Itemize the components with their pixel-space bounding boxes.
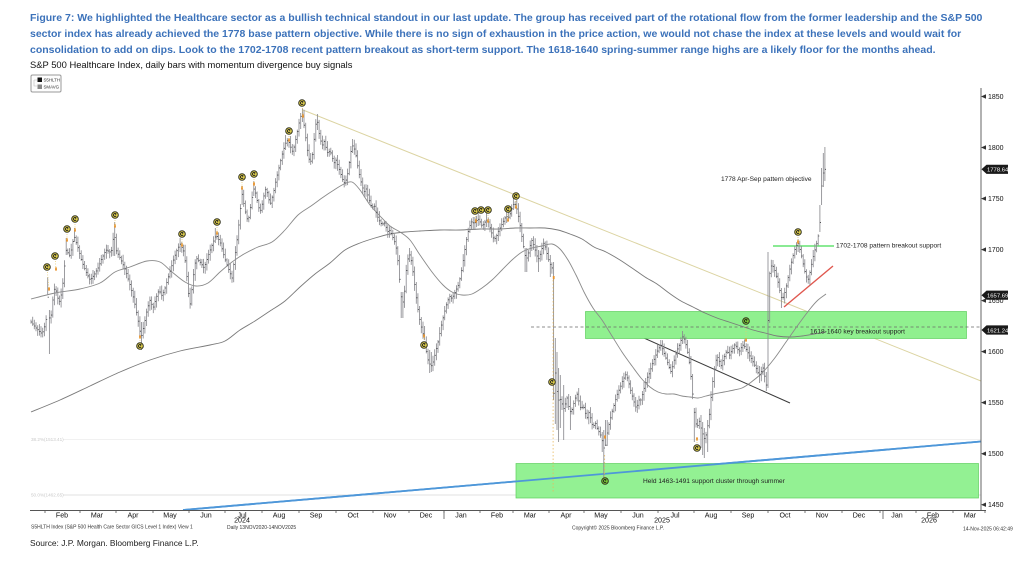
svg-text:Sep: Sep bbox=[310, 512, 323, 520]
svg-text:Feb: Feb bbox=[56, 512, 68, 520]
svg-text:Feb: Feb bbox=[491, 512, 503, 520]
svg-text:Aug: Aug bbox=[705, 512, 718, 520]
svg-text:Jun: Jun bbox=[200, 512, 211, 520]
svg-text:1450: 1450 bbox=[988, 502, 1004, 509]
svg-text:1550: 1550 bbox=[988, 400, 1004, 407]
svg-text:S5HLTH Index (S&P 500 Health C: S5HLTH Index (S&P 500 Health Care Sector… bbox=[31, 525, 193, 531]
svg-text:Copyright© 2025 Bloomberg Fina: Copyright© 2025 Bloomberg Finance L.P. bbox=[572, 525, 664, 532]
svg-text:Aug: Aug bbox=[273, 512, 286, 520]
svg-text:May: May bbox=[594, 512, 608, 520]
svg-text:Mar: Mar bbox=[964, 512, 977, 520]
svg-text:Nov: Nov bbox=[384, 512, 397, 520]
svg-text:1702-1708 pattern breakout sup: 1702-1708 pattern breakout support bbox=[836, 243, 941, 250]
svg-text:Jun: Jun bbox=[632, 512, 643, 520]
svg-text:Jul: Jul bbox=[670, 512, 679, 520]
svg-text:1600: 1600 bbox=[988, 349, 1004, 356]
svg-text:Nov: Nov bbox=[816, 512, 829, 520]
svg-text:Apr: Apr bbox=[560, 512, 572, 520]
svg-text:Oct: Oct bbox=[779, 512, 790, 520]
svg-text:Jan: Jan bbox=[455, 512, 466, 520]
svg-text:Feb: Feb bbox=[927, 512, 939, 520]
svg-text:SMAVG: SMAVG bbox=[44, 85, 60, 90]
svg-text:S5HLTH: S5HLTH bbox=[44, 78, 61, 83]
svg-text:Mar: Mar bbox=[524, 512, 537, 520]
svg-text:Sep: Sep bbox=[742, 512, 755, 520]
svg-text:1778 Apr-Sep pattern objective: 1778 Apr-Sep pattern objective bbox=[721, 176, 812, 183]
svg-text:1800: 1800 bbox=[988, 145, 1004, 152]
svg-text:2025: 2025 bbox=[654, 517, 670, 525]
svg-text:Apr: Apr bbox=[127, 512, 139, 520]
svg-text:1850: 1850 bbox=[988, 94, 1004, 101]
svg-text:1750: 1750 bbox=[988, 196, 1004, 203]
svg-text:1657.69: 1657.69 bbox=[987, 294, 1008, 300]
svg-text:Mar: Mar bbox=[91, 512, 104, 520]
svg-text:14-Nov-2025 06:42:49: 14-Nov-2025 06:42:49 bbox=[963, 527, 1013, 533]
svg-text:Jul: Jul bbox=[237, 512, 246, 520]
svg-text:2026: 2026 bbox=[921, 517, 937, 525]
svg-text:Held 1463-1491 support cluster: Held 1463-1491 support cluster through s… bbox=[643, 478, 786, 485]
svg-text:Dec: Dec bbox=[853, 512, 866, 520]
svg-text:2024: 2024 bbox=[234, 517, 250, 525]
svg-text:Dec: Dec bbox=[420, 512, 433, 520]
svg-text:Jan: Jan bbox=[891, 512, 902, 520]
svg-text:1621.24: 1621.24 bbox=[987, 328, 1009, 334]
svg-text:1778.64: 1778.64 bbox=[987, 168, 1009, 174]
svg-text:1650: 1650 bbox=[988, 298, 1004, 305]
svg-text:Daily 13NOV2020-14NOV2025: Daily 13NOV2020-14NOV2025 bbox=[227, 525, 296, 531]
svg-text:1700: 1700 bbox=[988, 247, 1004, 254]
svg-text:38.2%(1513.41): 38.2%(1513.41) bbox=[31, 437, 64, 442]
svg-text:1500: 1500 bbox=[988, 451, 1004, 458]
svg-text:1618-1640 key breakout support: 1618-1640 key breakout support bbox=[810, 329, 905, 336]
svg-text:50.0%(1462.65): 50.0%(1462.65) bbox=[31, 493, 64, 498]
svg-text:May: May bbox=[163, 512, 177, 520]
svg-text:Oct: Oct bbox=[347, 512, 358, 520]
